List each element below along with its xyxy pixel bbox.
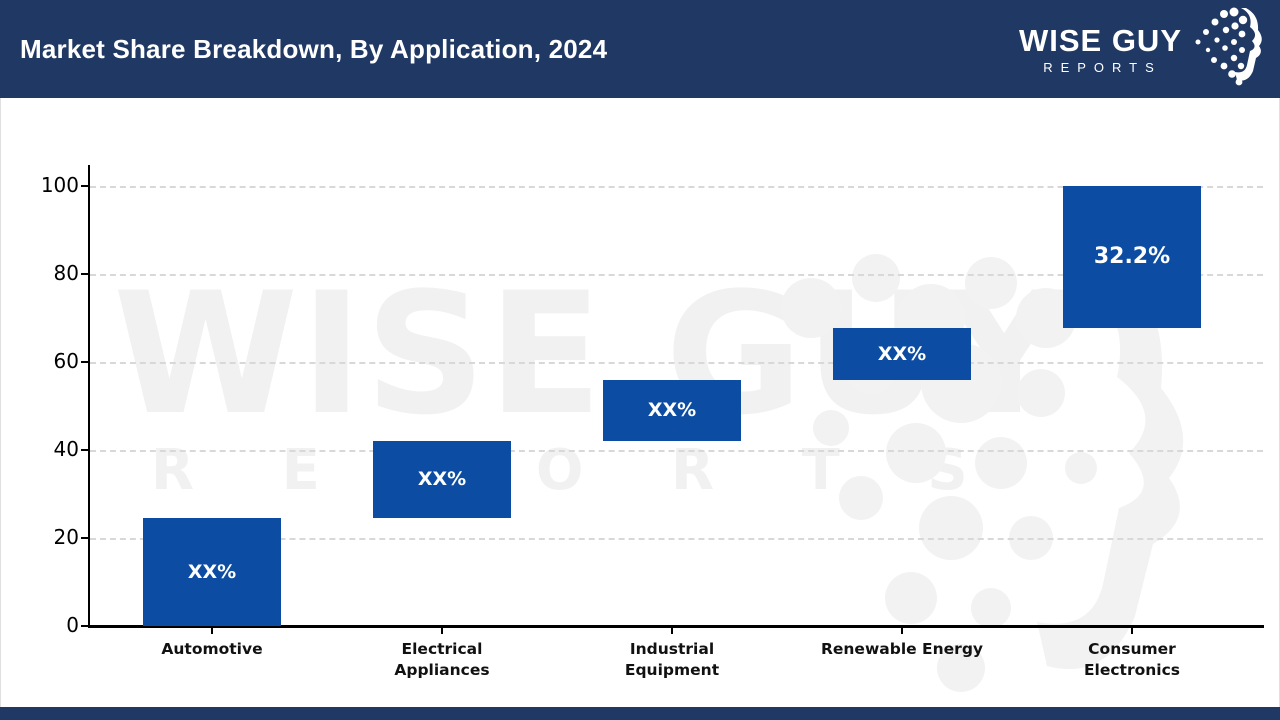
bar-automotive: XX%: [143, 517, 281, 626]
header-bar: Market Share Breakdown, By Application, …: [0, 0, 1280, 98]
bar-value-label: XX%: [187, 560, 237, 583]
x-axis-category-label: Industrial Equipment: [624, 640, 720, 679]
watermark-subtitle: R E P O R T S: [151, 438, 1002, 503]
chart-title: Market Share Breakdown, By Application, …: [20, 33, 608, 64]
bar-value-label: XX%: [647, 399, 697, 422]
bar-consumer-electronics: 32.2%: [1063, 186, 1201, 328]
bar-value-label: XX%: [877, 342, 927, 365]
x-axis-tick-mark: [211, 628, 213, 634]
y-axis-tick-mark: [81, 625, 89, 627]
gridline-100: [90, 186, 1263, 188]
x-axis-tick-mark: [901, 628, 903, 634]
gridline-60: [90, 362, 1263, 364]
x-axis-tick-mark: [441, 628, 443, 634]
dotted-head-logo-icon: [1184, 4, 1262, 94]
logo-text: WISE GUY REPORTS: [1019, 23, 1182, 75]
gridline-20: [90, 538, 1263, 540]
y-axis-tick-label: 0: [66, 613, 79, 637]
x-axis-category-label: Renewable Energy: [820, 640, 984, 658]
gridline-80: [90, 274, 1263, 276]
y-axis-tick-mark: [81, 185, 89, 187]
y-axis-tick-label: 40: [53, 437, 79, 461]
y-axis-tick-label: 80: [53, 261, 79, 285]
y-axis-tick-label: 20: [53, 525, 79, 549]
bar-electrical-appliances: XX%: [373, 440, 511, 518]
x-axis-category-label: Consumer Electronics: [1083, 640, 1181, 679]
bar-value-label: 32.2%: [1093, 244, 1171, 270]
bar-renewable-energy: XX%: [833, 327, 971, 380]
y-axis-tick-mark: [81, 449, 89, 451]
y-axis-tick-mark: [81, 273, 89, 275]
y-axis-tick-mark: [81, 537, 89, 539]
bar-industrial-equipment: XX%: [603, 379, 741, 441]
bar-value-label: XX%: [417, 468, 467, 491]
x-axis-category-label: Automotive: [161, 640, 263, 658]
y-axis-tick-label: 100: [40, 173, 79, 197]
y-axis-tick-label: 60: [53, 349, 79, 373]
x-axis-line: [88, 625, 1264, 628]
logo-wordmark: WISE GUY: [1018, 23, 1182, 58]
footer-bar: [0, 707, 1280, 720]
chart-plot-region: WISE GUY R E P O R T S 0 20 40 60 80 100 XX% Au…: [0, 98, 1280, 707]
gridline-40: [90, 450, 1263, 452]
x-axis-tick-mark: [1131, 628, 1133, 634]
logo-subtitle: REPORTS: [1043, 60, 1162, 75]
x-axis-category-label: Electrical Appliances: [394, 640, 490, 679]
y-axis-line: [88, 165, 90, 627]
wise-guy-reports-logo: WISE GUY REPORTS: [1019, 4, 1262, 94]
y-axis-tick-mark: [81, 361, 89, 363]
x-axis-tick-mark: [671, 628, 673, 634]
